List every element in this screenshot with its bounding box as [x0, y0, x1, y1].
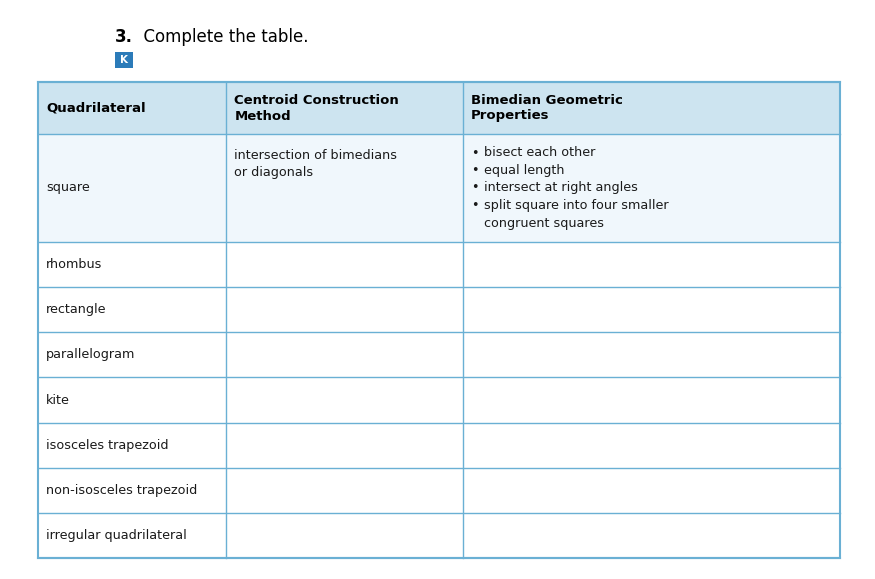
Text: •: •: [471, 146, 479, 159]
Text: 3.: 3.: [115, 28, 133, 46]
Bar: [38, 468, 840, 513]
Text: Centroid Construction
Method: Centroid Construction Method: [234, 93, 399, 123]
Bar: [38, 82, 840, 558]
Text: parallelogram: parallelogram: [46, 349, 136, 361]
Text: kite: kite: [46, 394, 70, 406]
Text: rectangle: rectangle: [46, 303, 107, 316]
Text: •: •: [471, 164, 479, 177]
Bar: [38, 423, 840, 468]
Text: Complete the table.: Complete the table.: [133, 28, 309, 46]
Bar: [38, 513, 840, 558]
Bar: [38, 287, 840, 332]
Text: intersection of bimedians
or diagonals: intersection of bimedians or diagonals: [234, 149, 397, 179]
FancyBboxPatch shape: [115, 52, 133, 68]
Text: intersect at right angles: intersect at right angles: [484, 181, 638, 195]
Bar: [38, 332, 840, 378]
Text: non-isosceles trapezoid: non-isosceles trapezoid: [46, 484, 197, 497]
Text: Quadrilateral: Quadrilateral: [46, 101, 145, 115]
Text: •: •: [471, 181, 479, 195]
Text: K: K: [120, 55, 128, 65]
Bar: [38, 242, 840, 287]
Text: rhombus: rhombus: [46, 258, 102, 271]
Text: •: •: [471, 199, 479, 212]
Text: split square into four smaller: split square into four smaller: [484, 199, 668, 212]
Bar: [38, 378, 840, 423]
Text: equal length: equal length: [484, 164, 564, 177]
Text: congruent squares: congruent squares: [484, 217, 604, 229]
Bar: [38, 134, 840, 242]
Bar: [38, 82, 840, 134]
Text: irregular quadrilateral: irregular quadrilateral: [46, 529, 186, 542]
Text: isosceles trapezoid: isosceles trapezoid: [46, 439, 169, 452]
Text: Bimedian Geometric
Properties: Bimedian Geometric Properties: [471, 93, 623, 123]
Text: bisect each other: bisect each other: [484, 146, 595, 159]
Text: square: square: [46, 181, 90, 195]
